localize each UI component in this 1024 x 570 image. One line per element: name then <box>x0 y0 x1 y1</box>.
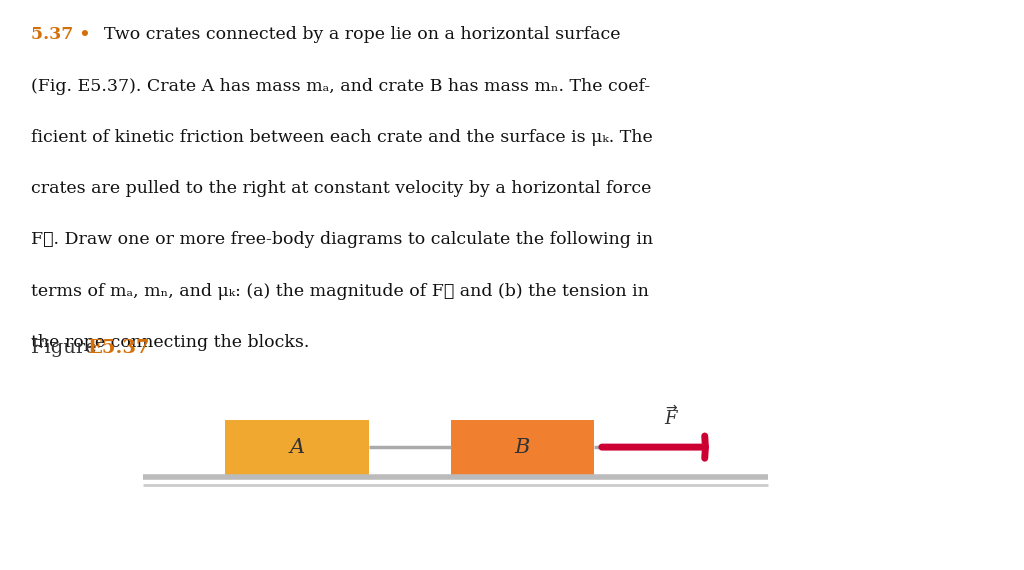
Text: the rope connecting the blocks.: the rope connecting the blocks. <box>31 334 309 351</box>
FancyBboxPatch shape <box>225 420 369 475</box>
Text: Figure: Figure <box>31 339 102 357</box>
Text: crates are pulled to the right at constant velocity by a horizontal force: crates are pulled to the right at consta… <box>31 180 651 197</box>
FancyBboxPatch shape <box>451 420 594 475</box>
Text: 5.37 •: 5.37 • <box>31 26 96 43</box>
Text: ficient of kinetic friction between each crate and the surface is μₖ. The: ficient of kinetic friction between each… <box>31 129 652 146</box>
Text: Two crates connected by a rope lie on a horizontal surface: Two crates connected by a rope lie on a … <box>104 26 621 43</box>
Text: B: B <box>514 438 530 457</box>
Text: F: F <box>665 410 677 428</box>
Text: terms of mₐ, mₙ, and μₖ: (a) the magnitude of F⃗ and (b) the tension in: terms of mₐ, mₙ, and μₖ: (a) the magnitu… <box>31 283 648 300</box>
Text: F⃗. Draw one or more free-body diagrams to calculate the following in: F⃗. Draw one or more free-body diagrams … <box>31 231 653 249</box>
Text: →: → <box>665 402 677 416</box>
Text: E5.37: E5.37 <box>87 339 150 357</box>
Text: (Fig. E5.37). Crate A has mass mₐ, and crate B has mass mₙ. The coef-: (Fig. E5.37). Crate A has mass mₐ, and c… <box>31 78 650 95</box>
Text: A: A <box>290 438 304 457</box>
